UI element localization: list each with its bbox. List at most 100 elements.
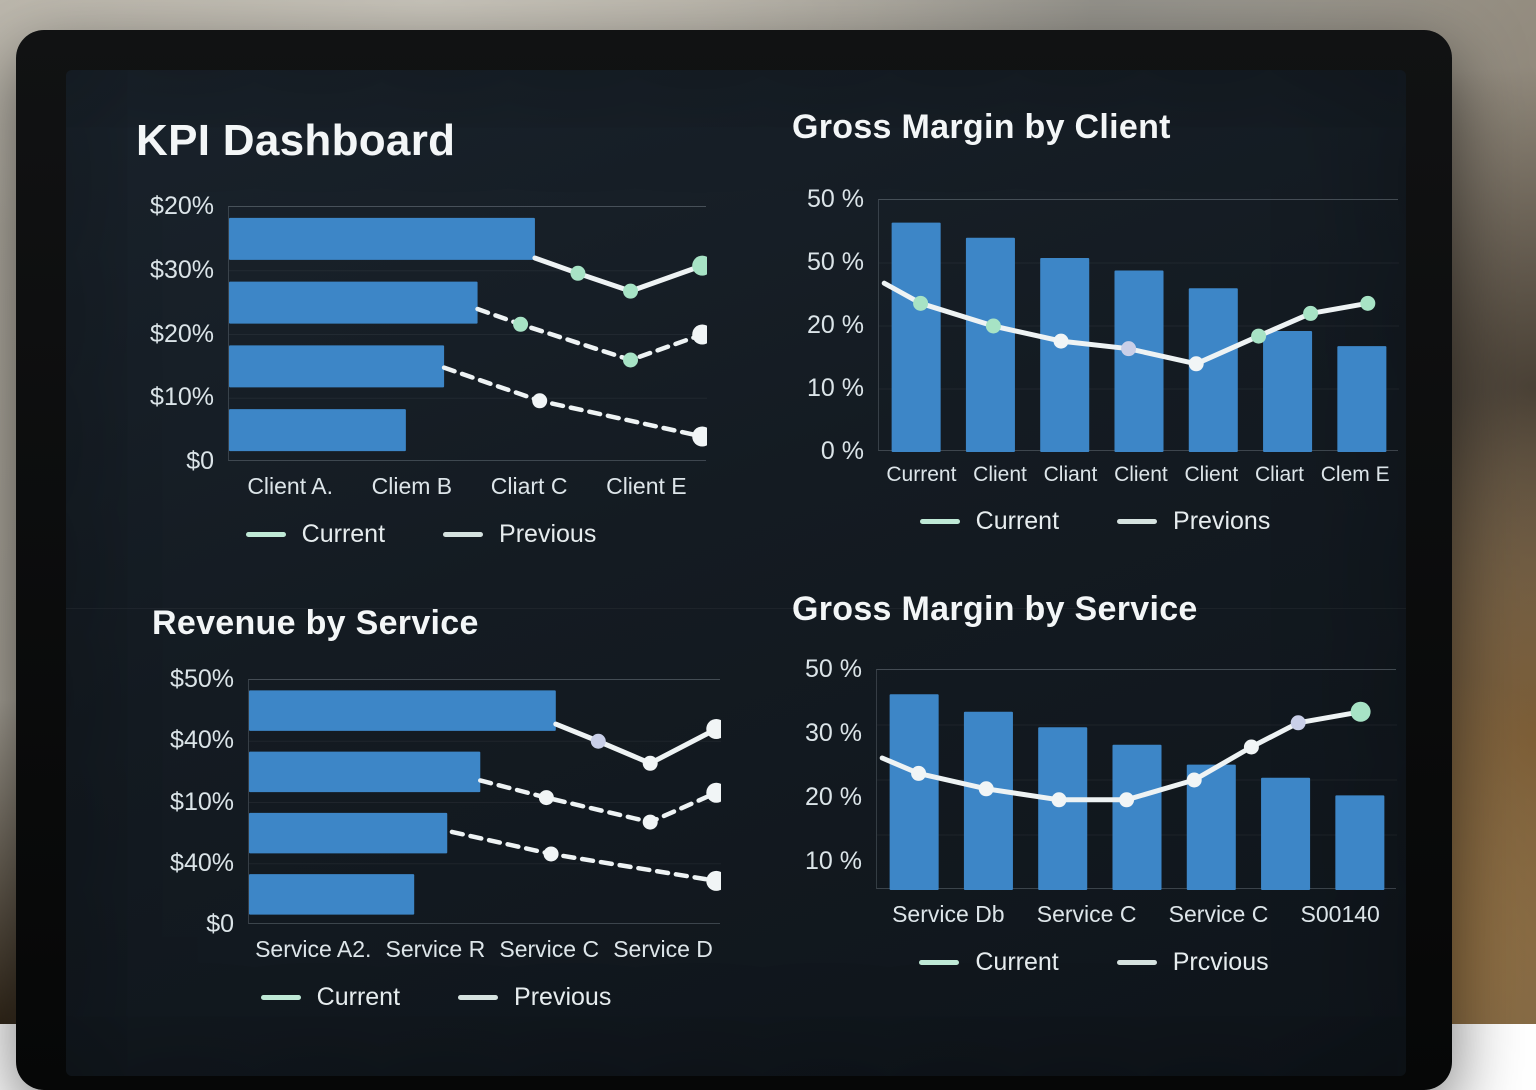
bar (249, 874, 414, 914)
y-axis-tick-label: $40% (170, 727, 234, 753)
bar (1114, 271, 1163, 452)
bar (1112, 745, 1161, 890)
chart-legend: Current Prcvious (792, 948, 1396, 977)
legend-line-swatch (919, 960, 959, 965)
data-point-dot (539, 790, 554, 805)
plot-area (228, 206, 706, 461)
y-axis-labels: $50%$40%$10%$40%$0 (152, 679, 234, 924)
bar (229, 282, 478, 324)
kpi-dashboard-svg (229, 207, 707, 462)
legend-line-swatch (1117, 960, 1157, 965)
data-point-dot (1119, 792, 1134, 807)
data-point-dot (570, 266, 585, 281)
y-axis-tick-label: $0 (206, 911, 234, 937)
panel-gross-margin-by-client: Gross Margin by Client 50 %50 %20 %10 %0… (792, 108, 1406, 536)
legend-label: Current (302, 520, 385, 549)
x-axis-tick-label: Service C (1169, 901, 1269, 928)
y-axis-tick-label: $10% (150, 384, 214, 410)
y-axis-tick-label: 20 % (805, 784, 862, 810)
y-axis-tick-label: $0 (186, 448, 214, 474)
y-axis-tick-label: $20% (150, 193, 214, 219)
legend-item: Prcvious (1117, 948, 1269, 977)
chart-title-gross-margin-by-client: Gross Margin by Client (792, 108, 1406, 147)
trend-line (535, 258, 702, 291)
bar (964, 712, 1013, 890)
laptop-bezel: KPI Dashboard $20% $30% $20% $10% $0 Client A… (16, 30, 1452, 1090)
y-axis-tick-label: 0 % (821, 438, 864, 464)
bar (229, 218, 535, 260)
y-axis-tick-label: 50 % (805, 656, 862, 682)
legend-line-swatch (920, 519, 960, 524)
legend-line-swatch (246, 532, 286, 537)
data-point-dot (1351, 702, 1371, 722)
data-point-dot (591, 734, 606, 749)
bar (1263, 331, 1312, 452)
bar (249, 690, 556, 730)
y-axis-labels: $20%$30%$20%$10%$0 (136, 206, 214, 461)
data-point-dot (706, 783, 721, 803)
x-axis-tick-label: Client (1185, 463, 1239, 487)
y-axis-labels: 50 %30 %20 %10 % (792, 669, 862, 889)
y-axis-tick-label: $30% (150, 257, 214, 283)
data-point-dot (986, 319, 1001, 334)
gross-margin-by-client-svg (879, 200, 1399, 452)
bar (1261, 778, 1310, 890)
data-point-dot (1189, 356, 1204, 371)
data-point-dot (1251, 329, 1266, 344)
y-axis-tick-label: 20 % (807, 312, 864, 338)
data-point-dot (532, 393, 547, 408)
page-title: KPI Dashboard (136, 116, 716, 166)
x-axis-tick-label: S00140 (1301, 901, 1380, 928)
data-point-dot (1244, 740, 1259, 755)
y-axis-tick-label: $20% (150, 321, 214, 347)
y-axis-tick-label: 10 % (805, 848, 862, 874)
bar (229, 345, 444, 387)
x-axis-tick-label: Service C (1037, 901, 1137, 928)
bar (966, 238, 1015, 452)
x-axis-tick-label: Cliart (1255, 463, 1304, 487)
x-axis-tick-label: Service Db (892, 901, 1004, 928)
revenue-by-service-svg (249, 680, 721, 925)
chart-title-gross-margin-by-service: Gross Margin by Service (792, 590, 1406, 629)
x-axis-tick-label: Cliem B (372, 473, 453, 500)
data-point-dot (979, 781, 994, 796)
plot-area (876, 669, 1396, 889)
plot-area (878, 199, 1398, 451)
legend-line-swatch (458, 995, 498, 1000)
data-point-dot (623, 284, 638, 299)
legend-item: Current (919, 948, 1058, 977)
y-axis-tick-label: $10% (170, 789, 234, 815)
bar (892, 223, 941, 452)
legend-label: Previons (1173, 507, 1270, 536)
data-point-dot (706, 719, 721, 739)
y-axis-tick-label: $40% (170, 850, 234, 876)
legend-item: Previous (458, 983, 611, 1012)
legend-line-swatch (261, 995, 301, 1000)
data-point-dot (643, 815, 658, 830)
legend-item: Current (246, 520, 385, 549)
trend-line (480, 780, 716, 822)
data-point-dot (643, 756, 658, 771)
chart-legend: Current Previous (136, 520, 706, 549)
data-point-dot (1360, 296, 1375, 311)
y-axis-tick-label: 50 % (807, 249, 864, 275)
trend-line (444, 368, 702, 437)
y-axis-tick-label: 30 % (805, 720, 862, 746)
data-point-dot (1054, 334, 1069, 349)
y-axis-tick-label: $50% (170, 666, 234, 692)
y-axis-tick-label: 10 % (807, 375, 864, 401)
legend-label: Current (317, 983, 400, 1012)
y-axis-labels: 50 %50 %20 %10 %0 % (792, 199, 864, 451)
data-point-dot (913, 296, 928, 311)
legend-label: Previous (499, 520, 596, 549)
data-point-dot (1303, 306, 1318, 321)
x-axis-labels: Service Db Service C Service C S00140 (876, 901, 1396, 928)
data-point-dot (692, 427, 707, 447)
